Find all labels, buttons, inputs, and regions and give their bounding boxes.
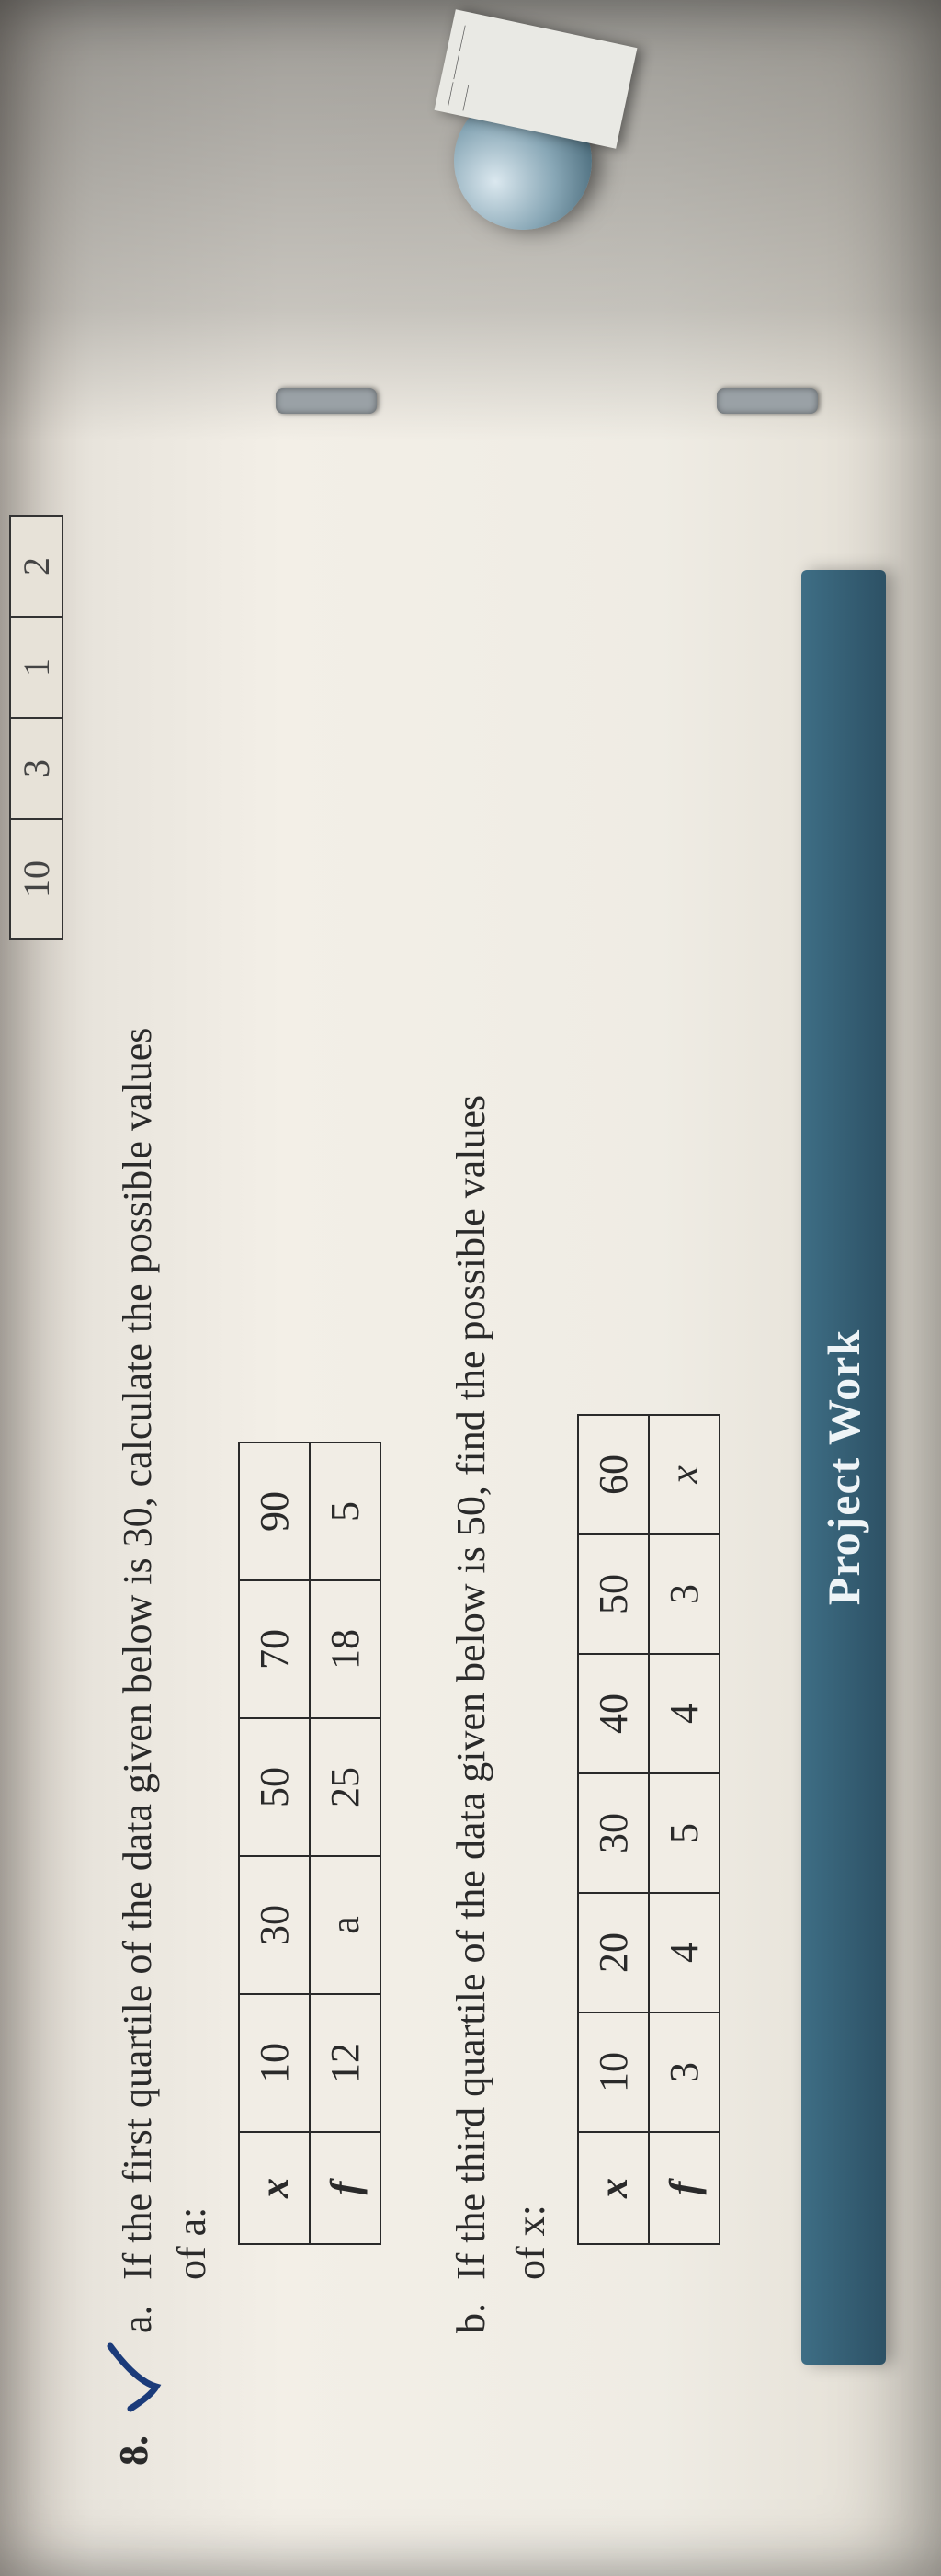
part-a-text-2: of a: xyxy=(164,478,219,2280)
part-a-letter: a. xyxy=(110,2293,164,2333)
part-b-table-block: x 10 20 30 40 50 60 f 3 4 xyxy=(577,478,720,2245)
project-work-text: Project Work xyxy=(817,1329,870,1605)
cell: 20 xyxy=(578,1893,649,2012)
cell: 5 xyxy=(649,1773,720,1893)
part-b-text-1: If the third quartile of the data given … xyxy=(444,478,498,2280)
cell: 5 xyxy=(310,1442,380,1580)
cutoff-table-row: 10 3 1 2 xyxy=(9,515,63,940)
part-a: a. If the first quartile of the data giv… xyxy=(110,478,220,2411)
cutoff-cell: 2 xyxy=(9,515,63,616)
cell: 18 xyxy=(310,1580,380,1718)
cell: 10 xyxy=(578,2012,649,2132)
part-b-table: x 10 20 30 40 50 60 f 3 4 xyxy=(577,1414,720,2245)
row-header-f: f xyxy=(649,2132,720,2244)
cell: 50 xyxy=(578,1534,649,1654)
cell: 90 xyxy=(239,1442,310,1580)
cell: 60 xyxy=(578,1415,649,1534)
cell: 40 xyxy=(578,1654,649,1773)
part-b-text-2: of x: xyxy=(504,478,558,2280)
cutoff-cell: 10 xyxy=(9,818,63,940)
part-a-text-1: If the first quartile of the data given … xyxy=(110,478,164,2280)
row-header-x: x xyxy=(239,2132,310,2244)
question-8: 8. a. If the first quartile of the data … xyxy=(110,478,720,2466)
cutoff-cell: 3 xyxy=(9,717,63,818)
project-work-banner: Project Work xyxy=(801,570,886,2365)
table-row: x 10 30 50 70 90 xyxy=(239,1442,310,2244)
cell: 3 xyxy=(649,1534,720,1654)
cell: 50 xyxy=(239,1718,310,1856)
row-header-f: f xyxy=(310,2132,380,2244)
cell: 4 xyxy=(649,1893,720,2012)
cell: x xyxy=(649,1415,720,1534)
cell: 30 xyxy=(239,1856,310,1994)
table-row: f 3 4 5 4 3 x xyxy=(649,1415,720,2244)
staple-icon xyxy=(276,388,377,414)
cell: 70 xyxy=(239,1580,310,1718)
cell: a xyxy=(310,1856,380,1994)
part-b: b. If the third quartile of the data giv… xyxy=(444,478,559,2411)
cutoff-cell: 1 xyxy=(9,616,63,717)
cell: 25 xyxy=(310,1718,380,1856)
cell: 10 xyxy=(239,1994,310,2132)
table-row: x 10 20 30 40 50 60 xyxy=(578,1415,649,2244)
question-number: 8. xyxy=(110,2420,157,2466)
table-row: f 12 a 25 18 5 xyxy=(310,1442,380,2244)
cell: 30 xyxy=(578,1773,649,1893)
rotated-page: 10 3 1 2 8. a. If the f xyxy=(0,817,941,1759)
tick-mark-icon xyxy=(110,2346,162,2411)
cell: 12 xyxy=(310,1994,380,2132)
edge-object: —— —— —— —— xyxy=(426,18,665,257)
staple-icon xyxy=(717,388,818,414)
part-b-letter: b. xyxy=(444,2293,498,2333)
question-content: 8. a. If the first quartile of the data … xyxy=(110,478,776,2466)
part-a-table-block: x 10 30 50 70 90 f 12 a 25 xyxy=(238,478,381,2245)
cell: 4 xyxy=(649,1654,720,1773)
row-header-x: x xyxy=(578,2132,649,2244)
book-page-surface: 10 3 1 2 8. a. If the f xyxy=(0,0,941,2576)
paper-scrap-text: —— —— —— —— xyxy=(441,24,475,112)
part-a-table: x 10 30 50 70 90 f 12 a 25 xyxy=(238,1442,381,2245)
cell: 3 xyxy=(649,2012,720,2132)
